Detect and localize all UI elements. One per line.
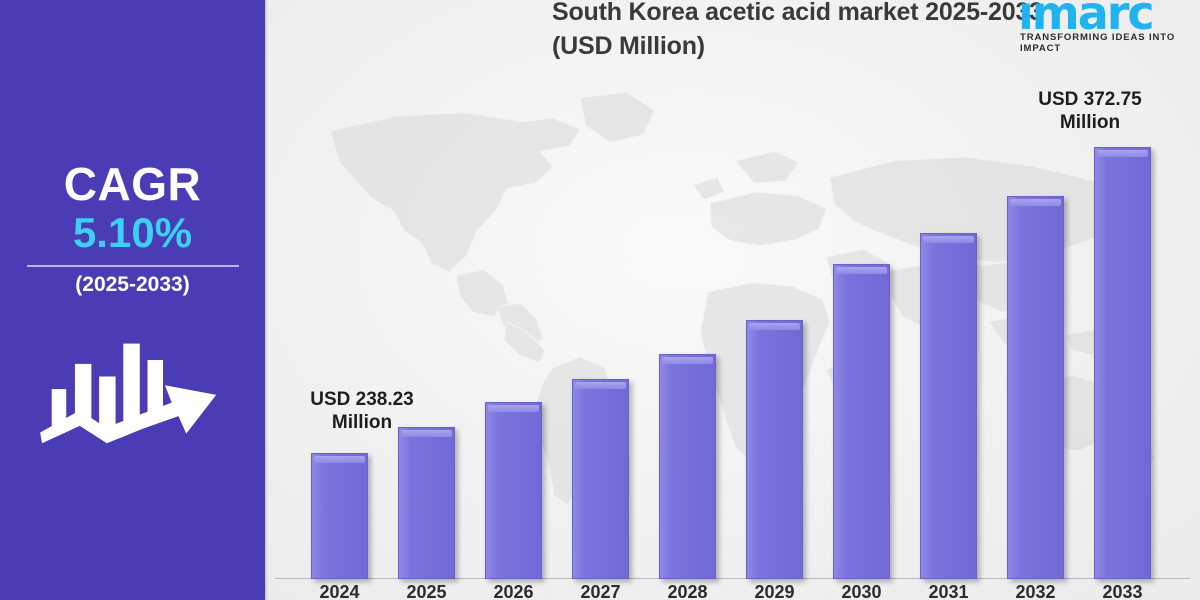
x-tick-2026: 2026: [493, 582, 534, 600]
bar-2032[interactable]: [1007, 196, 1064, 579]
bar-2030[interactable]: [833, 264, 890, 579]
axis-baseline: [275, 578, 1190, 579]
bar-2025[interactable]: [398, 427, 455, 579]
x-tick-2029: 2029: [754, 582, 795, 600]
imarc-logo[interactable]: imarc TRANSFORMING IDEAS INTO IMPACT: [994, 0, 1194, 54]
x-tick-2032: 2032: [1015, 582, 1056, 600]
bar-2033[interactable]: [1094, 147, 1151, 579]
bar-2031[interactable]: [920, 233, 977, 579]
x-tick-2027: 2027: [580, 582, 621, 600]
cagr-value: 5.10%: [72, 209, 193, 257]
logo-tagline: TRANSFORMING IDEAS INTO IMPACT: [1020, 32, 1176, 54]
cagr-label: CAGR: [63, 158, 202, 210]
logo-wordmark: imarc: [1018, 0, 1155, 40]
x-tick-2031: 2031: [928, 582, 969, 600]
bar-2029[interactable]: [746, 320, 803, 579]
x-tick-2033: 2033: [1102, 582, 1143, 600]
bar-chart-growth-arrow-icon: [39, 344, 216, 444]
value-label-first: USD 238.23 Million: [310, 389, 414, 434]
cagr-sidebar: CAGR 5.10% (2025-2033): [0, 0, 265, 600]
bar-2026[interactable]: [485, 402, 542, 579]
x-tick-2030: 2030: [841, 582, 882, 600]
divider: [26, 265, 239, 268]
page-title: South Korea acetic acid market 2025-2033…: [552, 0, 1043, 60]
x-tick-2028: 2028: [667, 582, 708, 600]
x-tick-2025: 2025: [406, 582, 447, 600]
chart-panel: South Korea acetic acid market 2025-2033…: [265, 0, 1200, 600]
bar-2028[interactable]: [659, 354, 716, 579]
cagr-period: (2025-2033): [75, 273, 190, 297]
x-tick-2024: 2024: [319, 582, 360, 600]
value-label-last: USD 372.75 Million: [1038, 89, 1142, 134]
panel-divider: [265, 0, 268, 600]
bar-2024[interactable]: [311, 453, 368, 579]
bar-2027[interactable]: [572, 379, 629, 579]
bar-chart-plot: USD 238.23 Million USD 372.75 Million 20…: [265, 0, 1200, 600]
